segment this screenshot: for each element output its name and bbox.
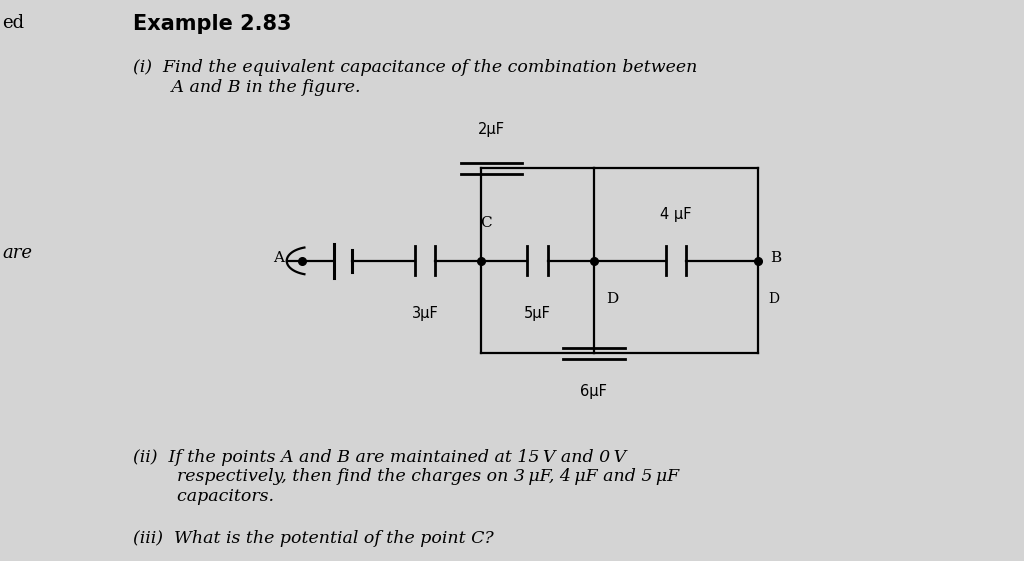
Text: 3μF: 3μF xyxy=(412,306,438,321)
Text: D: D xyxy=(606,292,618,306)
Text: 4 μF: 4 μF xyxy=(660,206,691,222)
Text: 2μF: 2μF xyxy=(478,122,505,137)
Text: B: B xyxy=(770,251,781,265)
Text: (i)  Find the equivalent capacitance of the combination between
       A and B i: (i) Find the equivalent capacitance of t… xyxy=(133,59,697,95)
Text: Example 2.83: Example 2.83 xyxy=(133,14,292,34)
Text: 5μF: 5μF xyxy=(524,306,551,321)
Text: (ii)  If the points A and B are maintained at 15 V and 0 V
        respectively,: (ii) If the points A and B are maintaine… xyxy=(133,449,679,505)
Text: C: C xyxy=(480,216,493,230)
Text: (iii)  What is the potential of the point C?: (iii) What is the potential of the point… xyxy=(133,530,494,547)
Text: 6μF: 6μF xyxy=(581,384,607,399)
Text: are: are xyxy=(2,244,32,262)
Text: D: D xyxy=(768,292,779,306)
Text: A: A xyxy=(272,251,284,265)
Text: ed: ed xyxy=(2,14,25,32)
